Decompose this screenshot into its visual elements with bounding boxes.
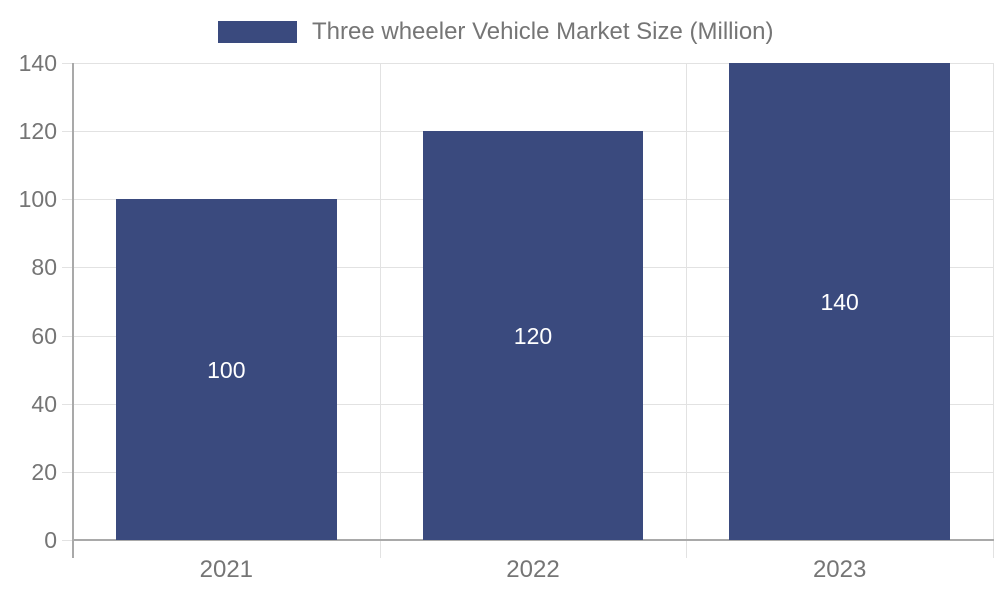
bar-value-label: 140 xyxy=(820,288,859,315)
bar-2021 xyxy=(115,199,337,540)
gridline-vertical xyxy=(686,63,688,558)
x-axis-tick-label: 2022 xyxy=(506,556,560,583)
x-axis-spine xyxy=(72,539,994,541)
x-axis-tick-label: 2023 xyxy=(812,556,867,583)
y-axis-tick-label: 20 xyxy=(31,458,57,485)
y-tick-mark xyxy=(62,471,73,473)
y-axis-tick-label: 120 xyxy=(18,118,57,145)
bar-value-label: 100 xyxy=(207,356,246,383)
y-tick-mark xyxy=(62,403,73,405)
bar-2023 xyxy=(729,63,951,540)
y-tick-mark xyxy=(62,199,73,201)
y-axis-tick-label: 0 xyxy=(44,527,57,553)
y-tick-mark xyxy=(62,540,73,541)
y-axis-spine xyxy=(72,63,74,558)
y-tick-mark xyxy=(62,63,73,64)
y-tick-mark xyxy=(62,335,73,337)
y-axis-tick-label: 80 xyxy=(31,254,57,281)
legend: Three wheeler Vehicle Market Size (Milli… xyxy=(218,18,774,46)
y-tick-mark xyxy=(62,267,73,269)
x-axis-tick-label: 2021 xyxy=(199,556,254,583)
gridline-vertical xyxy=(993,63,994,558)
bar-value-label: 120 xyxy=(513,322,553,349)
y-axis-tick-label: 60 xyxy=(31,322,57,349)
y-axis-tick-label: 100 xyxy=(18,186,57,213)
legend-label: Three wheeler Vehicle Market Size (Milli… xyxy=(312,18,774,45)
y-axis-tick-label: 140 xyxy=(18,50,57,76)
legend-swatch xyxy=(218,21,297,43)
y-axis-tick-label: 40 xyxy=(31,390,57,417)
y-tick-mark xyxy=(62,131,73,133)
bar-2022 xyxy=(422,131,644,540)
gridline-horizontal xyxy=(73,63,993,64)
gridline-vertical xyxy=(379,63,381,558)
